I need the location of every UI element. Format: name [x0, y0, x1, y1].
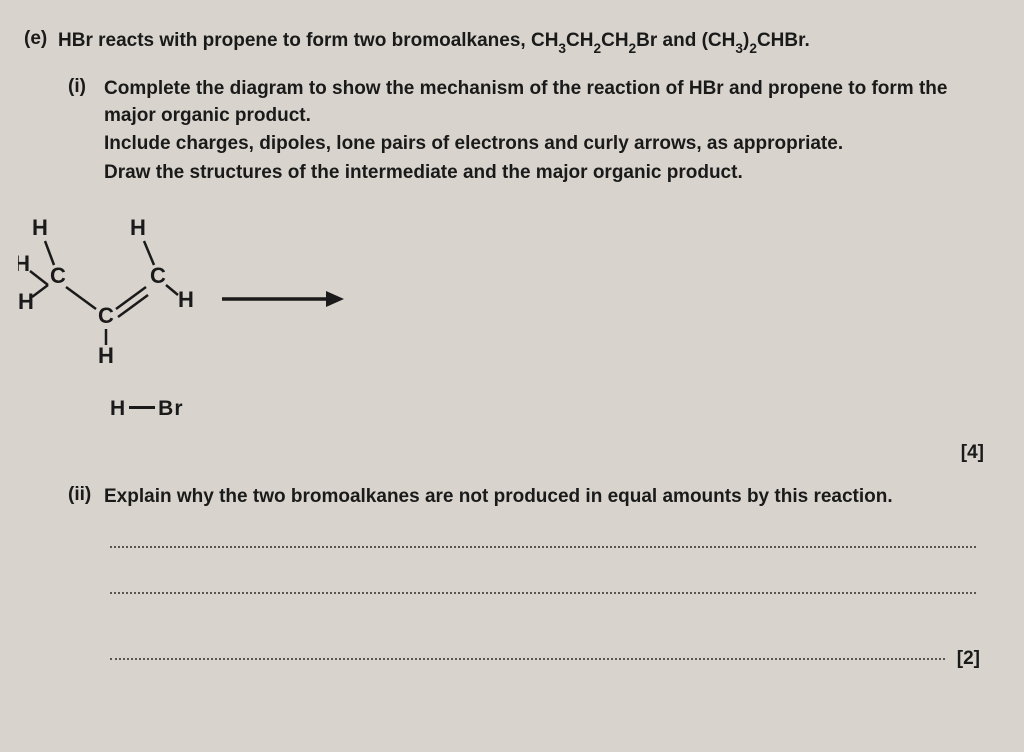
sub-i-line2: Include charges, dipoles, lone pairs of … [104, 131, 988, 158]
atom-c-right: C [150, 263, 166, 288]
sub-i-line3: Draw the structures of the intermediate … [104, 160, 988, 187]
sub-i-line1: Complete the diagram to show the mechani… [104, 76, 988, 129]
svg-text:H: H [18, 251, 30, 276]
atom-h-right: H [178, 287, 194, 312]
hbr-bond [129, 406, 155, 409]
sub-i-label: (i) [68, 76, 104, 98]
answer-line-3 [110, 658, 945, 660]
sub-i-text: Complete the diagram to show the mechani… [104, 76, 988, 188]
answer-line-3-row: [2] [18, 638, 988, 660]
atom-c-middle: C [98, 303, 114, 328]
atom-h-bottom-middle: H [98, 343, 114, 368]
part-e-header: (e) HBr reacts with propene to form two … [18, 28, 988, 56]
sub-part-ii: (ii) Explain why the two bromoalkanes ar… [68, 484, 988, 511]
atom-h-top-right: H [130, 215, 146, 240]
propene-structure: H C H C H C H H H [18, 207, 218, 377]
sub-ii-text: Explain why the two bromoalkanes are not… [104, 484, 988, 511]
part-e-text: HBr reacts with propene to form two brom… [58, 28, 988, 56]
sub-ii-label: (ii) [68, 484, 104, 506]
marks-i: [4] [18, 442, 984, 464]
sub-part-i: (i) Complete the diagram to show the mec… [68, 76, 988, 188]
atom-h-bottom-left: H [18, 289, 34, 314]
reaction-diagram: H C H C H C H H H [18, 207, 988, 442]
answer-line-1 [110, 546, 976, 548]
part-e-label: (e) [18, 28, 58, 50]
hbr-reagent: HBr [110, 397, 184, 421]
answer-line-2 [110, 592, 976, 594]
atom-h-top-left: H [32, 215, 48, 240]
marks-ii: [2] [957, 648, 980, 670]
atom-c-left: C [50, 263, 66, 288]
reaction-arrow-icon [218, 287, 348, 316]
